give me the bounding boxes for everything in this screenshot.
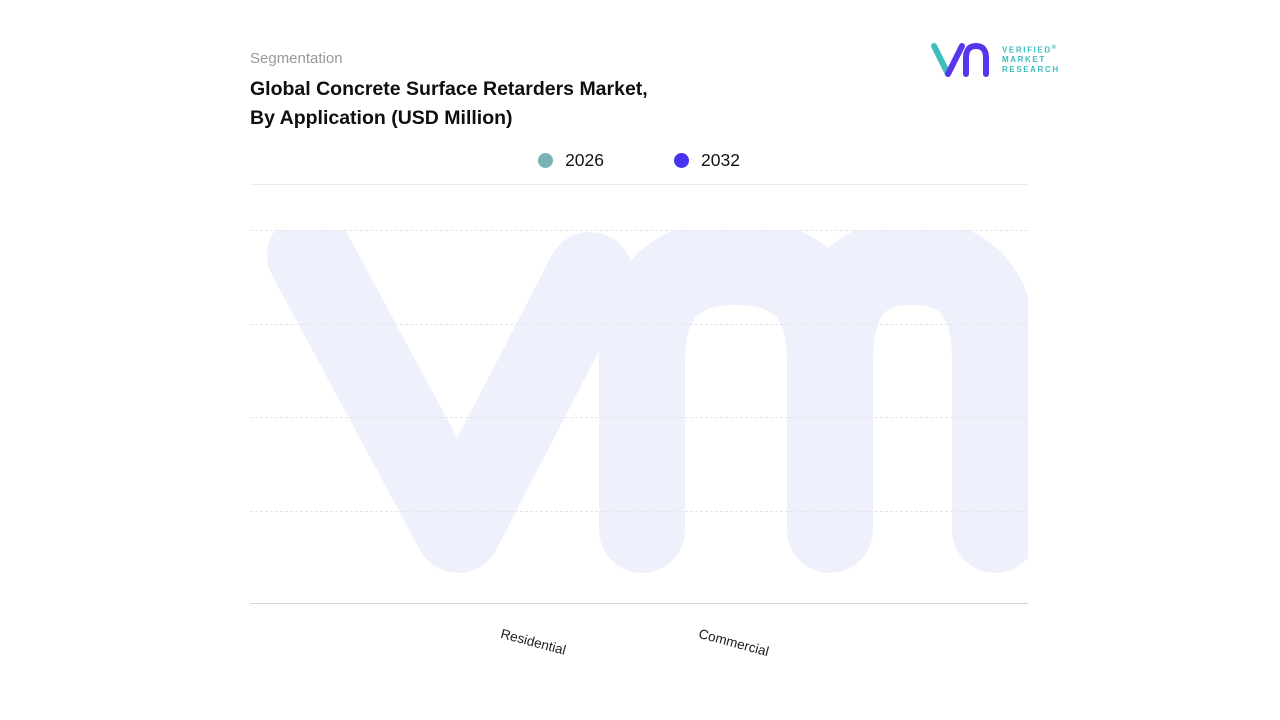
logo-line-research: RESEARCH	[1002, 65, 1060, 75]
gridline	[250, 510, 1028, 512]
vmr-logo-text: VERIFIED® MARKET RESEARCH	[1002, 43, 1060, 76]
gridline	[250, 417, 1028, 418]
vmr-logo: VERIFIED® MARKET RESEARCH	[928, 38, 1060, 80]
chart-title-line2: By Application (USD Million)	[250, 107, 513, 129]
legend: 2026 2032	[250, 150, 1028, 171]
legend-dot-2032	[674, 153, 689, 168]
chart-title: Global Concrete Surface Retarders Market…	[250, 75, 648, 133]
legend-item-2026: 2026	[538, 150, 604, 171]
section-eyebrow: Segmentation	[250, 50, 343, 67]
logo-line-verified: VERIFIED	[1002, 45, 1052, 55]
legend-dot-2026	[538, 153, 554, 168]
bar-chart: Residential Commercial	[250, 230, 1028, 659]
gridline	[250, 230, 1028, 231]
legend-item-2032: 2032	[674, 150, 740, 171]
registered-mark: ®	[1051, 44, 1058, 51]
chart-title-line1: Global Concrete Surface Retarders Market…	[250, 78, 648, 100]
logo-line-market: MARKET	[1002, 55, 1046, 65]
x-label-commercial: Commercial	[697, 626, 771, 660]
header-divider	[250, 184, 1028, 185]
vmr-logo-icon	[931, 43, 989, 77]
x-axis-line	[250, 603, 1028, 604]
gridline	[250, 323, 1028, 325]
legend-label-2026: 2026	[565, 150, 604, 170]
legend-label-2032: 2032	[701, 150, 740, 170]
x-label-residential: Residential	[499, 626, 568, 658]
